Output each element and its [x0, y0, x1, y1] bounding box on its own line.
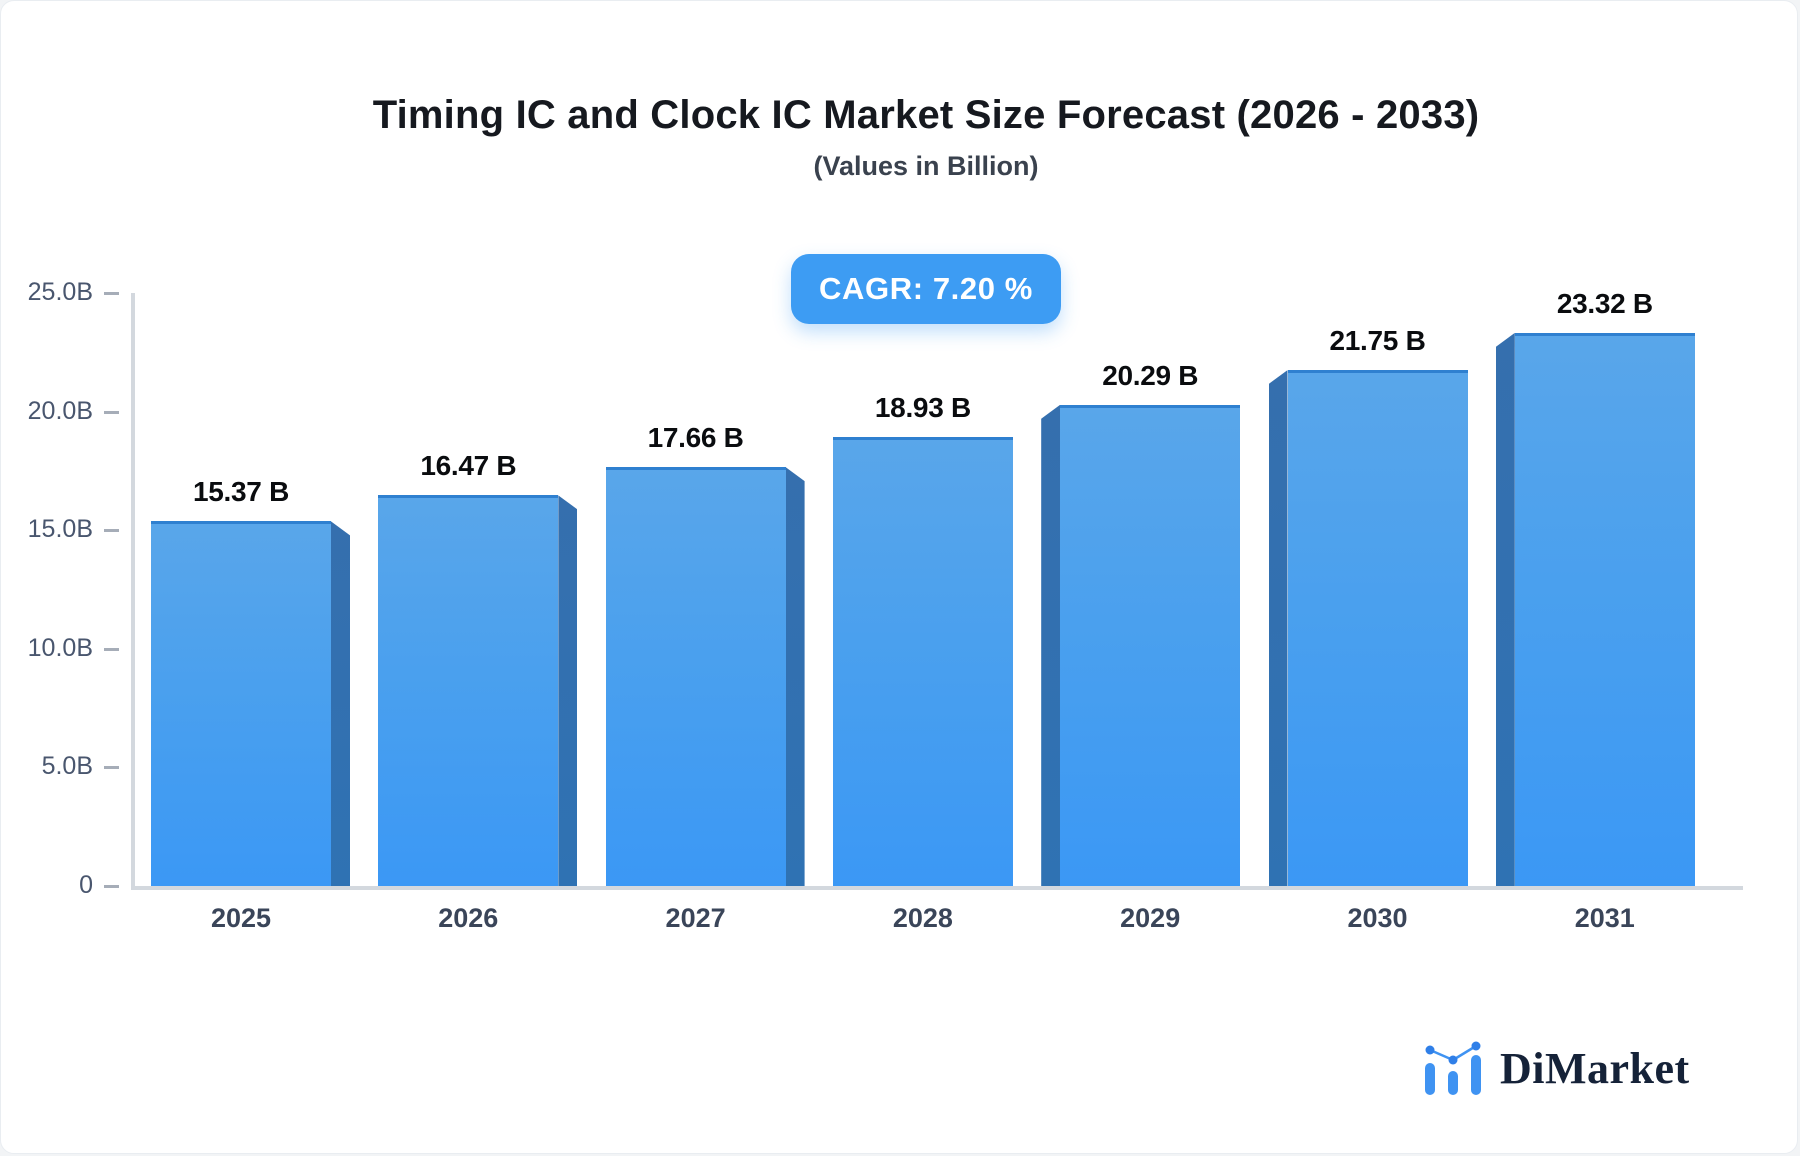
bar-face [605, 467, 786, 886]
bar-face [378, 495, 559, 886]
bar-side-panel [331, 521, 350, 886]
x-axis-label: 2028 [892, 903, 953, 933]
y-axis-line [131, 293, 135, 890]
bar-side-panel [558, 495, 578, 886]
y-tick-mark [104, 292, 119, 295]
y-tick-mark [104, 410, 119, 414]
y-tick-label: 15.0B [27, 515, 93, 544]
bar-value-label: 20.29 B [1102, 359, 1199, 391]
chart-header: Timing IC and Clock IC Market Size Forec… [61, 1, 1791, 341]
x-axis-label: 2026 [438, 903, 499, 933]
bar-value-label: 21.75 B [1329, 325, 1426, 357]
mini-bar-chart-icon [1425, 1041, 1481, 1095]
bar-value-label: 23.32 B [1556, 287, 1653, 319]
y-tick-label: 20.0B [27, 396, 93, 425]
y-tick-mark [104, 647, 119, 651]
cagr-badge: CAGR: 7.20 % [791, 254, 1061, 324]
y-tick-label: 0 [79, 871, 93, 899]
x-axis-line [131, 886, 1743, 890]
chart-subtitle: (Values in Billion) [813, 151, 1039, 181]
bar-side-panel [1268, 370, 1288, 886]
y-tick-label: 10.0B [27, 633, 93, 662]
dimarket-logo: DiMarket [1423, 1039, 1690, 1097]
x-axis-label: 2031 [1574, 903, 1635, 933]
bar-side-panel [1495, 332, 1515, 886]
x-axis-label: 2030 [1347, 903, 1408, 933]
bar-face [832, 436, 1013, 886]
bar-side-panel [1041, 404, 1061, 886]
bar-value-label: 16.47 B [420, 450, 517, 482]
bar-value-label: 15.37 B [193, 476, 289, 508]
y-tick-mark [104, 766, 119, 770]
chart-title: Timing IC and Clock IC Market Size Forec… [372, 93, 1480, 137]
bar-face [151, 521, 331, 886]
y-tick-mark [104, 885, 119, 888]
y-tick-mark [104, 529, 119, 533]
bar-side-panel [785, 467, 805, 886]
bar-face [1060, 404, 1241, 886]
x-axis-label: 2027 [665, 903, 726, 933]
x-axis-label: 2029 [1120, 903, 1181, 933]
cagr-badge-row: CAGR: 7.20 % [61, 254, 1791, 324]
dimarket-logo-text: DiMarket [1500, 1043, 1690, 1093]
x-axis-label: 2025 [210, 903, 272, 933]
bar-face [1287, 370, 1468, 886]
bar-value-label: 18.93 B [874, 391, 971, 423]
y-tick-label: 5.0B [41, 752, 93, 781]
y-tick-label: 25.0B [27, 278, 93, 306]
bar-face [1514, 332, 1695, 886]
bar-value-label: 17.66 B [647, 422, 744, 454]
